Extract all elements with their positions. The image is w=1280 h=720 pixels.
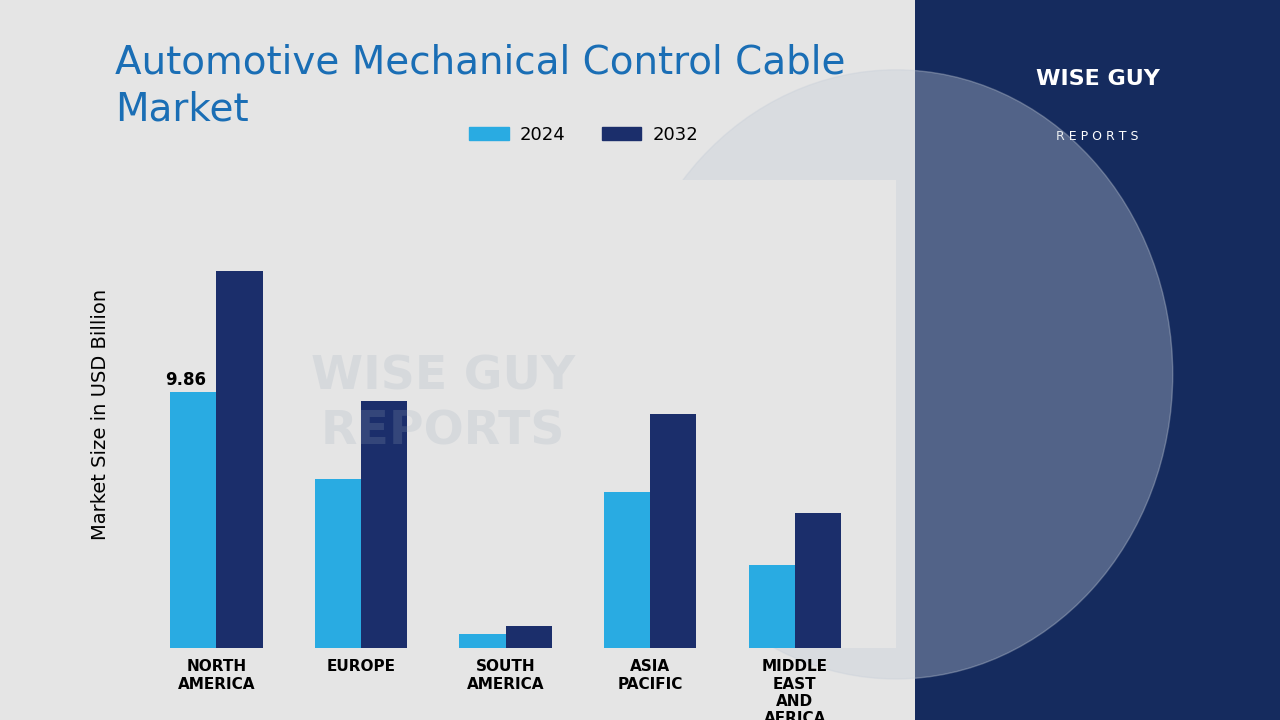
Text: WISE GUY: WISE GUY xyxy=(1036,69,1160,89)
Bar xyxy=(604,492,650,648)
Legend: 2024, 2032: 2024, 2032 xyxy=(462,119,705,151)
Text: R E P O R T S: R E P O R T S xyxy=(1056,130,1139,143)
Bar xyxy=(216,271,262,648)
Bar xyxy=(315,479,361,648)
Text: WISE GUY
REPORTS: WISE GUY REPORTS xyxy=(311,354,575,455)
Bar xyxy=(170,392,216,648)
Text: Automotive Mechanical Control Cable
Market: Automotive Mechanical Control Cable Mark… xyxy=(115,43,846,128)
Bar xyxy=(460,634,506,648)
Bar xyxy=(361,401,407,648)
Bar xyxy=(795,513,841,648)
Text: 9.86: 9.86 xyxy=(165,371,206,389)
Bar xyxy=(650,414,696,648)
Bar xyxy=(506,626,552,648)
Y-axis label: Market Size in USD Billion: Market Size in USD Billion xyxy=(91,289,110,539)
Circle shape xyxy=(620,70,1172,679)
Bar xyxy=(749,564,795,648)
